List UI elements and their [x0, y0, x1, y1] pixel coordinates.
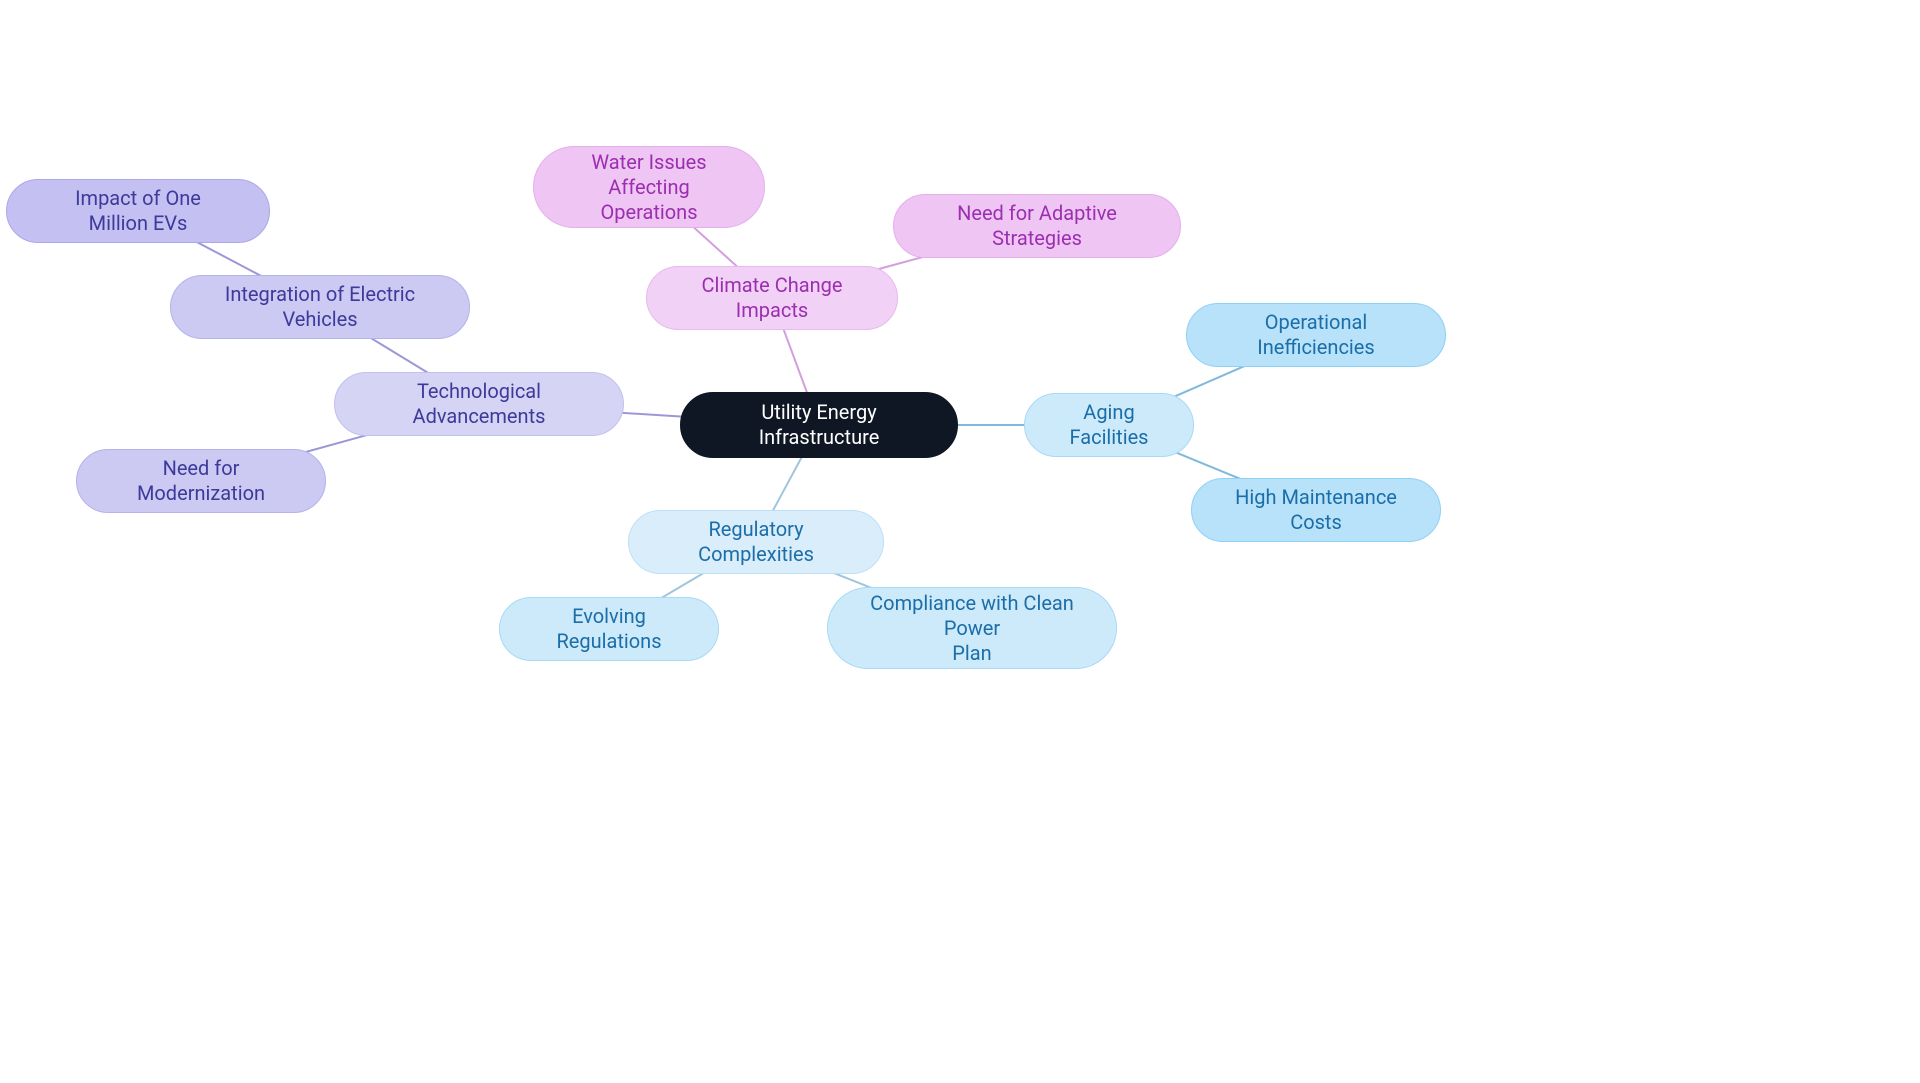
edge — [658, 571, 707, 600]
edge — [370, 337, 430, 374]
edge — [691, 225, 738, 267]
mindmap-node-ev-integration: Integration of Electric Vehicles — [170, 275, 470, 339]
mindmap-node-water: Water Issues Affecting Operations — [533, 146, 765, 228]
edge — [784, 330, 807, 392]
edge — [773, 458, 801, 511]
mindmap-node-adaptive: Need for Adaptive Strategies — [893, 194, 1181, 258]
mindmap-node-tech: Technological Advancements — [334, 372, 624, 436]
mindmap-node-maint-costs: High Maintenance Costs — [1191, 478, 1441, 542]
edge-layer — [0, 0, 1920, 1083]
edge — [619, 413, 685, 417]
mindmap-diagram: Utility Energy Infrastructure Technologic… — [0, 0, 1920, 1083]
mindmap-node-ev-impact: Impact of One Million EVs — [6, 179, 270, 243]
mindmap-node-aging: Aging Facilities — [1024, 393, 1194, 457]
edge — [193, 240, 264, 277]
mindmap-node-inefficiencies: Operational Inefficiencies — [1186, 303, 1446, 367]
mindmap-node-root: Utility Energy Infrastructure — [680, 392, 958, 458]
mindmap-node-evolving: Evolving Regulations — [499, 597, 719, 661]
mindmap-node-cpp: Compliance with Clean Power Plan — [827, 587, 1117, 669]
mindmap-node-climate: Climate Change Impacts — [646, 266, 898, 330]
mindmap-node-regulatory: Regulatory Complexities — [628, 510, 884, 574]
mindmap-node-modernization: Need for Modernization — [76, 449, 326, 513]
edge — [1165, 363, 1252, 401]
